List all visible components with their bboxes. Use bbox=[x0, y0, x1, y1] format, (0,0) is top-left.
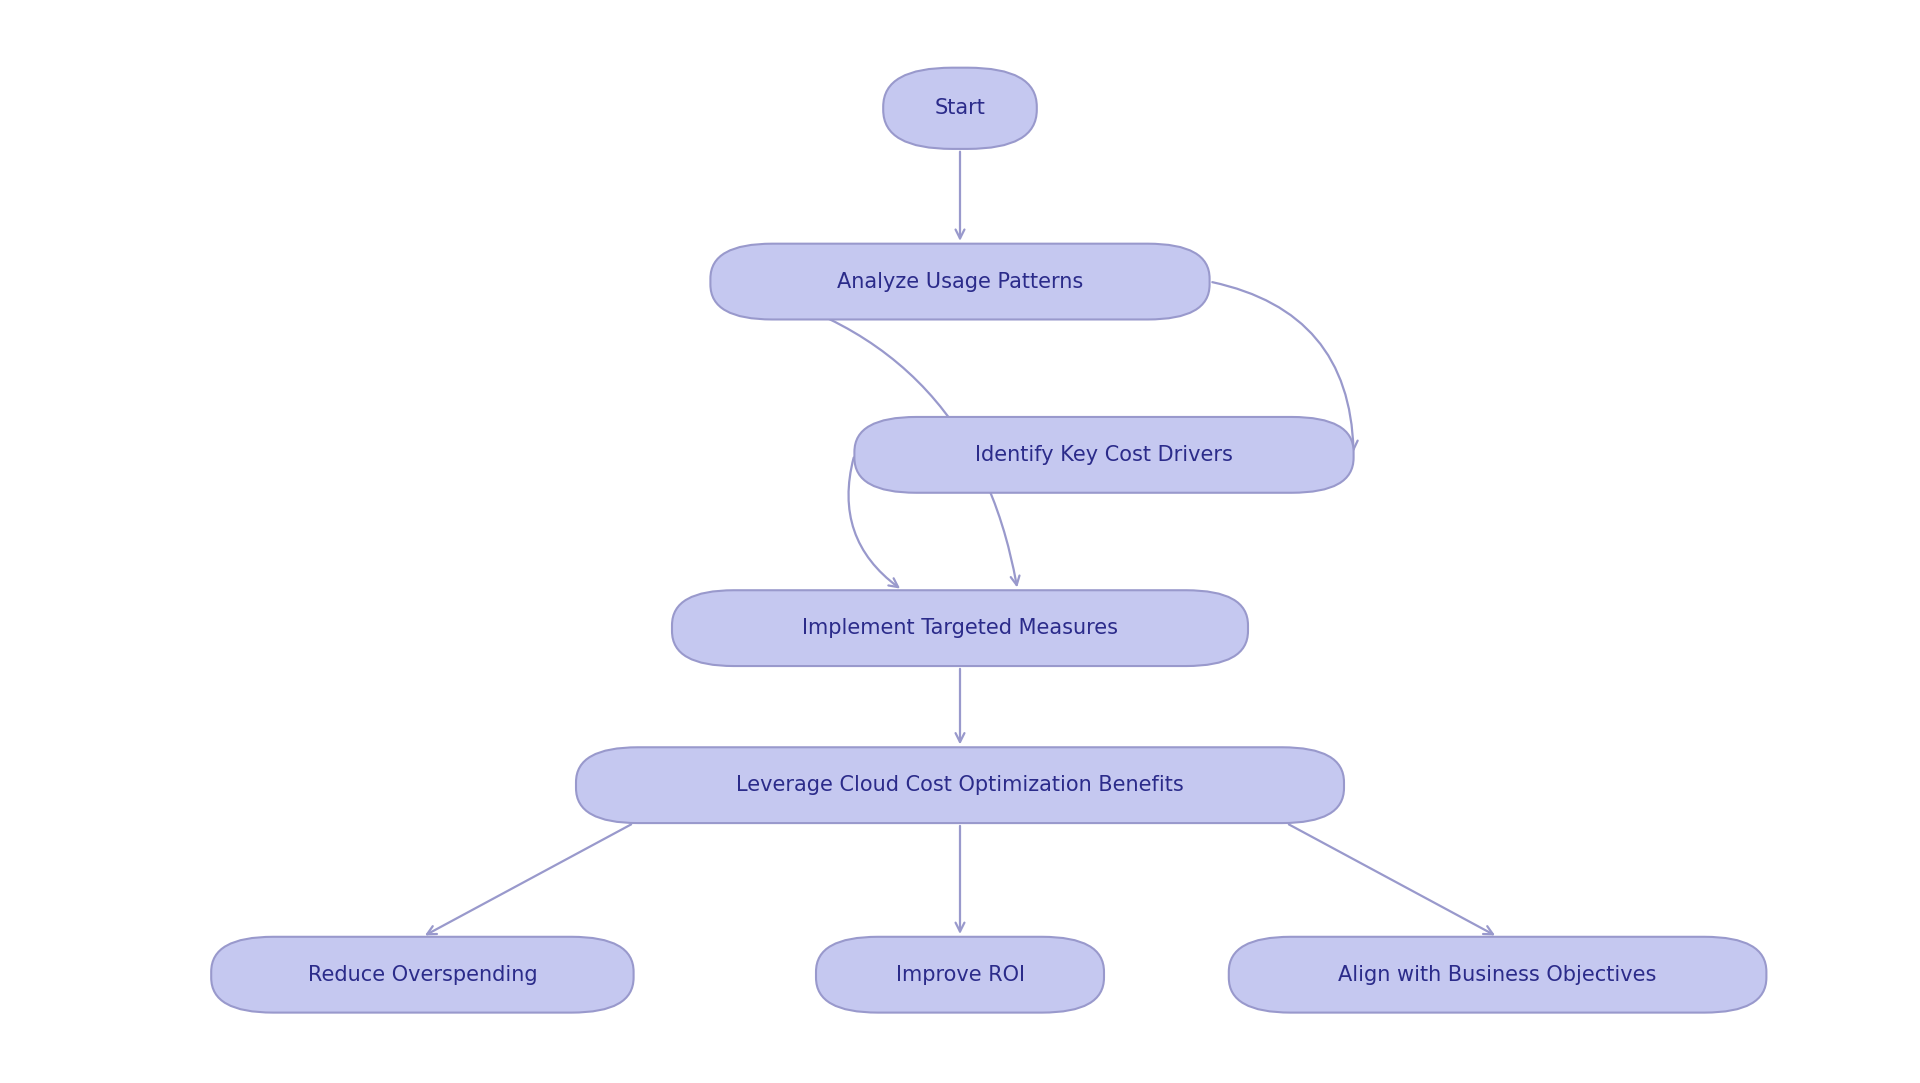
Text: Identify Key Cost Drivers: Identify Key Cost Drivers bbox=[975, 445, 1233, 465]
Text: Analyze Usage Patterns: Analyze Usage Patterns bbox=[837, 272, 1083, 291]
FancyBboxPatch shape bbox=[883, 67, 1037, 148]
FancyBboxPatch shape bbox=[211, 937, 634, 1013]
Text: Leverage Cloud Cost Optimization Benefits: Leverage Cloud Cost Optimization Benefit… bbox=[735, 775, 1185, 795]
Text: Start: Start bbox=[935, 99, 985, 118]
Text: Implement Targeted Measures: Implement Targeted Measures bbox=[803, 618, 1117, 638]
FancyBboxPatch shape bbox=[672, 590, 1248, 666]
FancyBboxPatch shape bbox=[576, 747, 1344, 823]
FancyBboxPatch shape bbox=[710, 244, 1210, 319]
Text: Align with Business Objectives: Align with Business Objectives bbox=[1338, 965, 1657, 984]
Text: Reduce Overspending: Reduce Overspending bbox=[307, 965, 538, 984]
FancyBboxPatch shape bbox=[816, 937, 1104, 1013]
FancyBboxPatch shape bbox=[1229, 937, 1766, 1013]
FancyBboxPatch shape bbox=[854, 417, 1354, 493]
Text: Improve ROI: Improve ROI bbox=[895, 965, 1025, 984]
